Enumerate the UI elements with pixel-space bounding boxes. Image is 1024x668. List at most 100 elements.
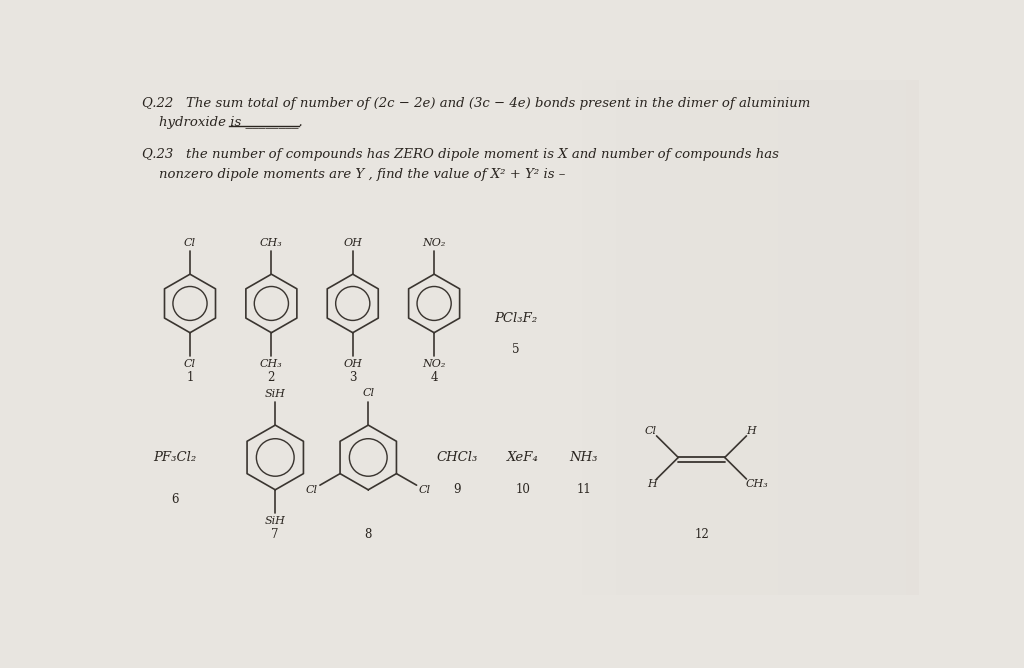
Bar <box>893 80 897 595</box>
Text: H: H <box>647 479 656 488</box>
Text: 7: 7 <box>271 528 279 541</box>
Bar <box>885 80 889 595</box>
Bar <box>629 80 633 595</box>
Text: CH₃: CH₃ <box>260 359 283 369</box>
Bar <box>905 80 910 595</box>
Bar <box>607 80 611 595</box>
Text: CH₃: CH₃ <box>745 479 769 488</box>
Text: OH: OH <box>343 238 362 248</box>
Text: Q.22   The sum total of number of (2c − 2e) and (3c − 4e) bonds present in the d: Q.22 The sum total of number of (2c − 2e… <box>142 97 810 110</box>
Bar <box>701 80 706 595</box>
Bar <box>871 80 876 595</box>
Bar <box>876 80 881 595</box>
Text: Cl: Cl <box>184 238 196 248</box>
Bar <box>761 80 765 595</box>
Bar <box>901 80 905 595</box>
Bar <box>804 80 808 595</box>
Text: NO₂: NO₂ <box>423 359 445 369</box>
Text: 10: 10 <box>516 484 530 496</box>
Bar <box>863 80 867 595</box>
Text: 6: 6 <box>171 493 178 506</box>
Text: Cl: Cl <box>362 388 374 397</box>
Text: SiH: SiH <box>265 516 286 526</box>
Bar <box>621 80 625 595</box>
Text: CHCl₃: CHCl₃ <box>436 451 478 464</box>
Bar <box>753 80 757 595</box>
Text: 3: 3 <box>349 371 356 384</box>
Bar <box>658 80 663 595</box>
Bar <box>829 80 834 595</box>
Bar <box>688 80 692 595</box>
Bar <box>838 80 842 595</box>
Text: Cl: Cl <box>419 485 431 495</box>
Bar <box>718 80 722 595</box>
Text: H: H <box>746 426 756 436</box>
Bar <box>834 80 838 595</box>
Bar <box>603 80 607 595</box>
Bar <box>586 80 590 595</box>
Bar <box>697 80 701 595</box>
Bar <box>816 80 820 595</box>
Bar <box>850 80 855 595</box>
Bar <box>684 80 688 595</box>
Text: nonzero dipole moments are Y , find the value of X² + Y² is –: nonzero dipole moments are Y , find the … <box>159 168 565 181</box>
Bar <box>706 80 710 595</box>
Text: OH: OH <box>343 359 362 369</box>
Bar <box>897 80 901 595</box>
Text: 8: 8 <box>365 528 372 541</box>
Text: PF₃Cl₂: PF₃Cl₂ <box>153 451 197 464</box>
Bar <box>735 80 739 595</box>
Bar <box>782 80 786 595</box>
Bar <box>842 80 846 595</box>
Bar <box>578 80 582 595</box>
Text: CH₃: CH₃ <box>260 238 283 248</box>
Bar <box>582 80 586 595</box>
Text: Q.23   the number of compounds has ZERO dipole moment is X and number of compoun: Q.23 the number of compounds has ZERO di… <box>142 148 779 161</box>
Text: 4: 4 <box>430 371 438 384</box>
Bar <box>727 80 731 595</box>
Bar <box>795 80 799 595</box>
Bar <box>599 80 603 595</box>
Bar <box>769 80 773 595</box>
Text: 1: 1 <box>186 371 194 384</box>
Text: NO₂: NO₂ <box>423 238 445 248</box>
Bar <box>680 80 684 595</box>
Bar <box>650 80 654 595</box>
Text: NH₃: NH₃ <box>569 451 598 464</box>
Bar <box>824 80 829 595</box>
Bar <box>743 80 748 595</box>
Bar <box>739 80 743 595</box>
Bar <box>722 80 727 595</box>
Bar <box>773 80 778 595</box>
Bar <box>808 80 812 595</box>
Bar <box>889 80 893 595</box>
Text: Cl: Cl <box>306 485 317 495</box>
Text: PCl₃F₂: PCl₃F₂ <box>494 313 538 325</box>
Bar <box>791 80 795 595</box>
Bar <box>615 80 621 595</box>
Bar <box>881 80 885 595</box>
Text: 9: 9 <box>454 484 461 496</box>
Bar <box>654 80 658 595</box>
Bar <box>667 80 672 595</box>
Bar <box>910 80 914 595</box>
Bar <box>765 80 769 595</box>
Bar <box>786 80 791 595</box>
Text: 2: 2 <box>267 371 275 384</box>
Bar <box>778 80 782 595</box>
Bar <box>855 80 859 595</box>
Text: SiH: SiH <box>265 389 286 399</box>
Text: 5: 5 <box>512 343 519 356</box>
Text: XeF₄: XeF₄ <box>507 451 540 464</box>
Bar <box>914 80 919 595</box>
Bar <box>590 80 595 595</box>
Text: 11: 11 <box>577 484 591 496</box>
Bar <box>710 80 714 595</box>
Text: hydroxide is ________.: hydroxide is ________. <box>159 116 303 128</box>
Bar <box>748 80 753 595</box>
Bar <box>646 80 650 595</box>
Bar <box>625 80 629 595</box>
Bar <box>731 80 735 595</box>
Bar <box>611 80 615 595</box>
Text: Cl: Cl <box>184 359 196 369</box>
